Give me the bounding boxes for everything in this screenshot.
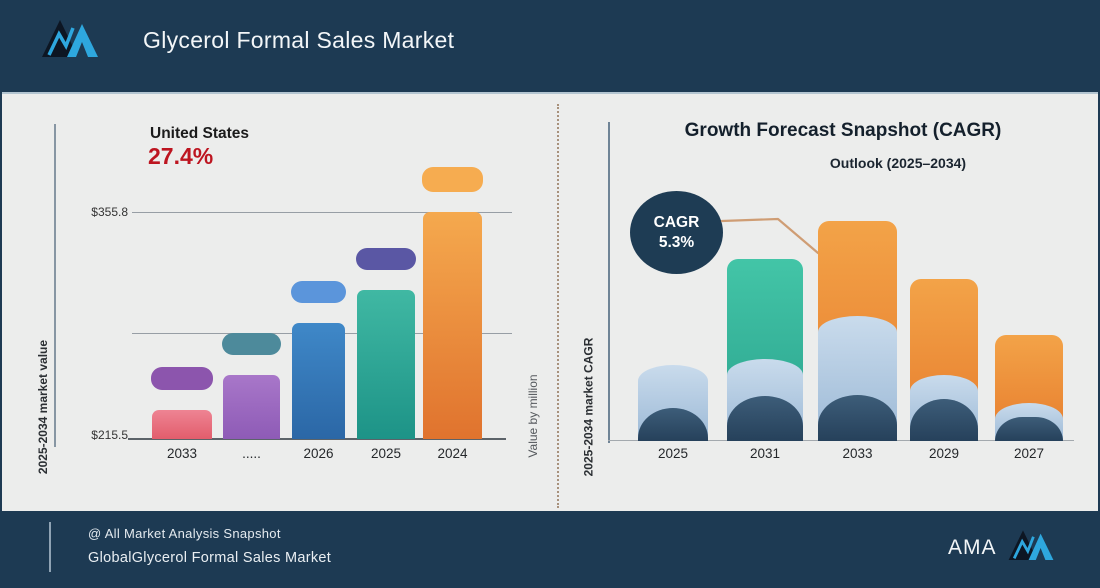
ama-logo-icon bbox=[1007, 525, 1055, 563]
bar-segment-navy-2029 bbox=[910, 399, 978, 441]
x-tick-label: 2026 bbox=[303, 446, 334, 461]
x-tick-label: 2025 bbox=[657, 446, 689, 461]
right-chart-title: Growth Forecast Snapshot (CAGR) bbox=[684, 120, 1002, 141]
x-tick-label: 2027 bbox=[1013, 446, 1045, 461]
cagr-badge: CAGR 5.3% bbox=[630, 191, 723, 274]
bar-2025 bbox=[357, 289, 415, 439]
charts-panel: $355.8 $215.5 2025-2034 market value Val… bbox=[2, 92, 1098, 511]
x-tick-label: 2025 bbox=[370, 446, 402, 461]
left-y-axis-label: 2025-2034 market value bbox=[36, 339, 50, 475]
bar-..... bbox=[223, 375, 280, 439]
region-label: United States bbox=[150, 125, 250, 142]
cagr-badge-value: 5.3% bbox=[658, 233, 695, 251]
bar-2024 bbox=[423, 212, 482, 439]
callout-connector-line bbox=[720, 217, 820, 255]
bar-cap-2025 bbox=[356, 247, 416, 270]
panel-divider bbox=[557, 104, 559, 508]
footer-divider bbox=[49, 522, 51, 572]
footer-credit: @ All Market Analysis Snapshot bbox=[88, 526, 281, 541]
x-tick-label: 2031 bbox=[749, 446, 781, 461]
x-tick-label: 2033 bbox=[842, 446, 873, 461]
left-x-axis-line bbox=[128, 438, 506, 440]
gridline-top bbox=[132, 212, 512, 213]
y-tick-top: $355.8 bbox=[91, 205, 128, 219]
footer-source: GlobalGlycerol Formal Sales Market bbox=[88, 550, 332, 566]
bar-cap-..... bbox=[222, 333, 281, 356]
ama-logo-icon bbox=[40, 12, 100, 62]
bar-segment-navy-2031 bbox=[727, 396, 803, 441]
bar-2033 bbox=[152, 410, 212, 439]
bar-cap-2024 bbox=[422, 167, 483, 192]
bar-2026 bbox=[292, 322, 345, 439]
right-chart-subtitle: Outlook (2025–2034) bbox=[829, 155, 967, 171]
left-y-axis-line bbox=[54, 124, 56, 447]
y-tick-bottom: $215.5 bbox=[91, 428, 128, 442]
x-tick-label: 2024 bbox=[437, 446, 468, 461]
x-tick-label: 2033 bbox=[166, 446, 198, 461]
x-tick-label: 2029 bbox=[928, 446, 960, 461]
footer-brand-text: AMA bbox=[948, 536, 997, 559]
header-bar: Glycerol Formal Sales Market bbox=[0, 0, 1100, 90]
growth-percentage: 27.4% bbox=[148, 143, 214, 169]
right-y-axis-label: 2025-2034 market CAGR bbox=[581, 337, 596, 477]
bar-cap-2033 bbox=[151, 367, 213, 391]
bar-cap-2026 bbox=[291, 280, 346, 303]
cagr-badge-title: CAGR bbox=[653, 213, 700, 231]
x-tick-label: ..... bbox=[242, 446, 261, 461]
right-y-axis-line bbox=[608, 122, 610, 443]
bar-segment-navy-2027 bbox=[995, 417, 1063, 441]
bar-segment-navy-2033 bbox=[818, 395, 897, 441]
value-by-million-label: Value by million bbox=[526, 374, 540, 458]
footer-bar: @ All Market Analysis Snapshot GlobalGly… bbox=[0, 511, 1100, 588]
page-title: Glycerol Formal Sales Market bbox=[143, 27, 455, 53]
